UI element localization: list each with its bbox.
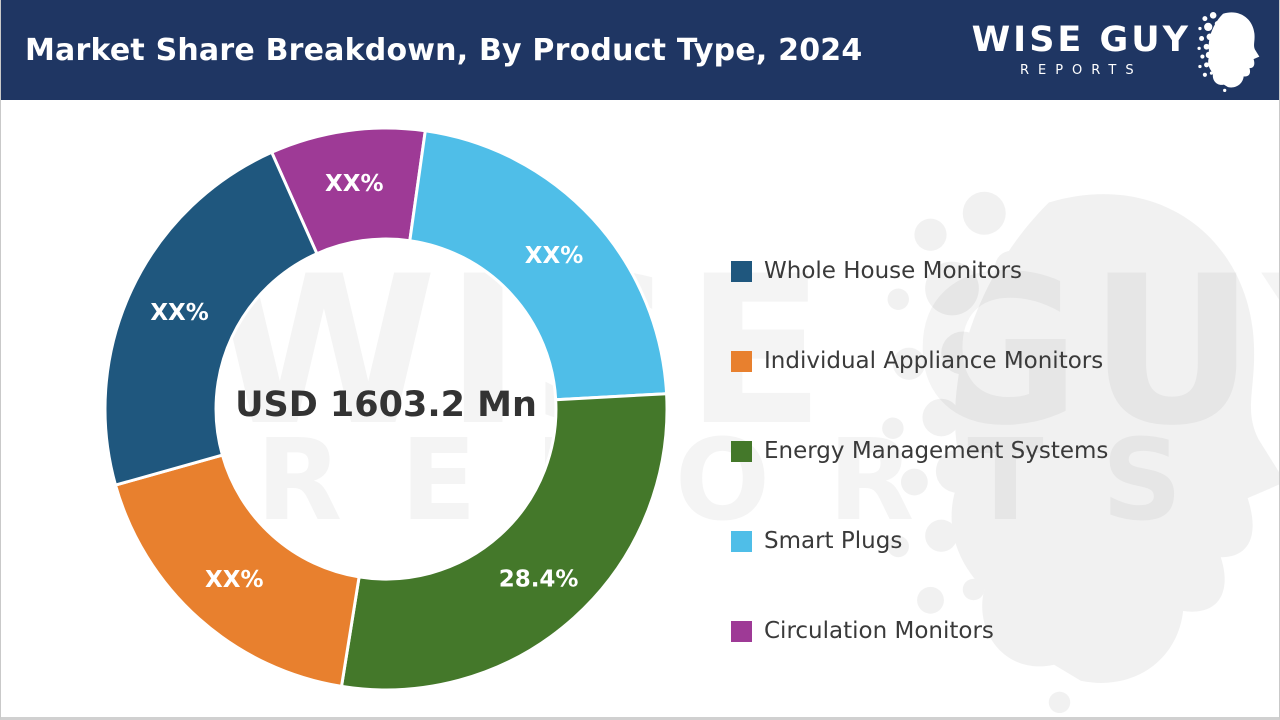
legend-item-whole-house-monitors: Whole House Monitors: [731, 226, 1108, 316]
legend-swatch-energy-management-systems: [731, 440, 752, 462]
legend-swatch-circulation-monitors: [731, 620, 752, 642]
logo-face-icon: [1197, 12, 1260, 92]
legend-swatch-individual-appliance-monitors: [731, 350, 752, 372]
donut-segment-whole-house-monitors: [103, 150, 319, 487]
wise-guy-logo: WISE GUY REPORTS: [972, 8, 1261, 92]
donut-center-value: USD 1603.2 Mn: [235, 385, 537, 425]
legend-item-individual-appliance-monitors: Individual Appliance Monitors: [731, 316, 1108, 406]
donut-label-circulation-monitors: XX%: [325, 171, 384, 197]
legend-item-smart-plugs: Smart Plugs: [731, 496, 1108, 586]
watermark-subtext: REPORTS: [256, 425, 1240, 537]
donut-segment-individual-appliance-monitors: [114, 453, 361, 688]
legend-item-circulation-monitors: Circulation Monitors: [731, 586, 1108, 676]
chart-legend: Whole House Monitors Individual Appliance…: [731, 226, 1108, 676]
donut-label-energy-management-systems: 28.4%: [499, 566, 579, 592]
donut-label-whole-house-monitors: XX%: [150, 300, 209, 326]
legend-label: Smart Plugs: [764, 528, 903, 554]
legend-swatch-whole-house-monitors: [731, 260, 752, 282]
legend-label: Circulation Monitors: [764, 618, 994, 644]
page-title: Market Share Breakdown, By Product Type,…: [25, 32, 863, 68]
legend-swatch-smart-plugs: [731, 530, 752, 552]
header-bar: Market Share Breakdown, By Product Type,…: [1, 0, 1279, 100]
legend-label: Whole House Monitors: [764, 258, 1023, 284]
legend-label: Individual Appliance Monitors: [764, 348, 1104, 374]
donut-label-individual-appliance-monitors: XX%: [205, 567, 264, 593]
logo-subtext: REPORTS: [1019, 62, 1143, 78]
legend-item-energy-management-systems: Energy Management Systems: [731, 406, 1108, 496]
watermark-face-icon: [882, 191, 1279, 713]
donut-segment-energy-management-systems: [340, 392, 669, 692]
donut-chart: XX% XX% 28.4% XX% XX%: [103, 126, 669, 692]
logo-text: WISE GUY REPORTS: [971, 19, 1191, 78]
donut-segment-smart-plugs: [408, 129, 669, 402]
donut-label-smart-plugs: XX%: [525, 243, 584, 269]
legend-label: Energy Management Systems: [764, 438, 1109, 464]
logo-wordmark: WISE GUY: [971, 19, 1191, 60]
